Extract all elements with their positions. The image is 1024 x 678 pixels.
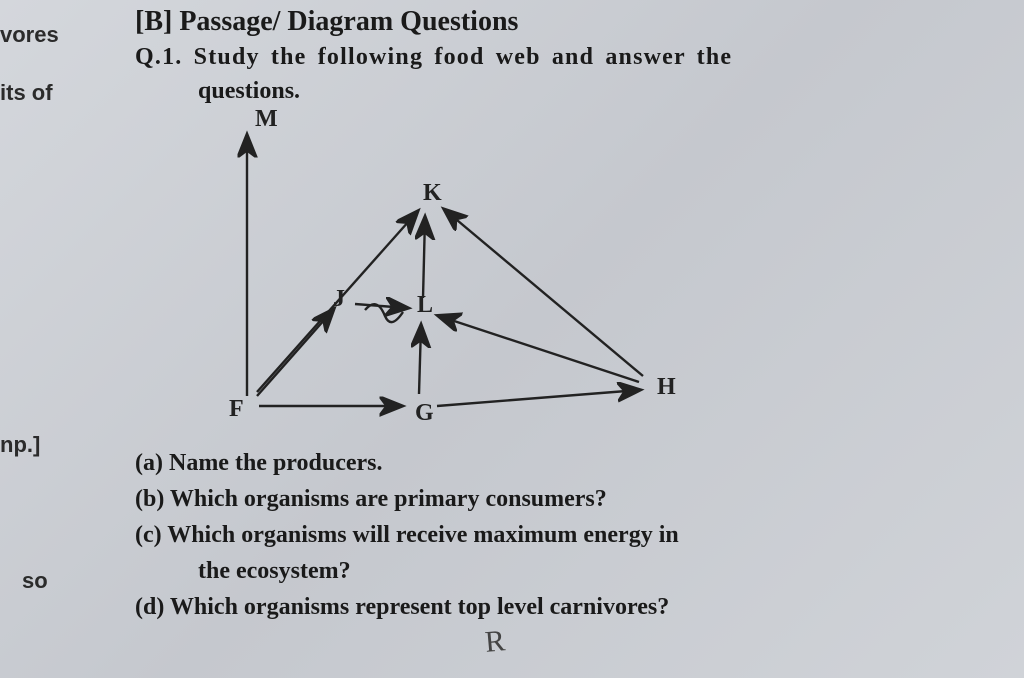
subq-b: (b) Which organisms are primary consumer…	[135, 486, 607, 513]
food-web-svg	[195, 110, 695, 430]
page: vores its of np.] so [B] Passage/ Diagra…	[0, 0, 1024, 678]
subq-d: (d) Which organisms represent top level …	[135, 594, 669, 621]
subq-a: (a) Name the producers.	[135, 450, 383, 477]
node-label-j: J	[333, 286, 345, 313]
food-web-diagram: M F G H K J L	[195, 110, 695, 430]
node-label-h: H	[657, 374, 676, 401]
margin-text-vores: vores	[0, 22, 59, 48]
node-label-m: M	[255, 106, 278, 133]
node-label-k: K	[423, 180, 442, 207]
margin-text-np: np.]	[0, 432, 40, 458]
subq-c-line2: the ecosystem?	[198, 558, 351, 585]
margin-text-so: so	[22, 568, 48, 594]
question-line-1: Q.1. Study the following food web and an…	[135, 44, 732, 71]
node-label-f: F	[229, 396, 244, 423]
section-title: [B] Passage/ Diagram Questions	[135, 6, 518, 38]
node-label-g: G	[415, 400, 434, 427]
margin-text-itsof: its of	[0, 80, 53, 106]
node-label-l: L	[417, 292, 433, 319]
subq-c-line1: (c) Which organisms will receive maximum…	[135, 522, 679, 549]
question-line-2: questions.	[198, 78, 300, 105]
pencil-mark: R	[484, 624, 507, 660]
